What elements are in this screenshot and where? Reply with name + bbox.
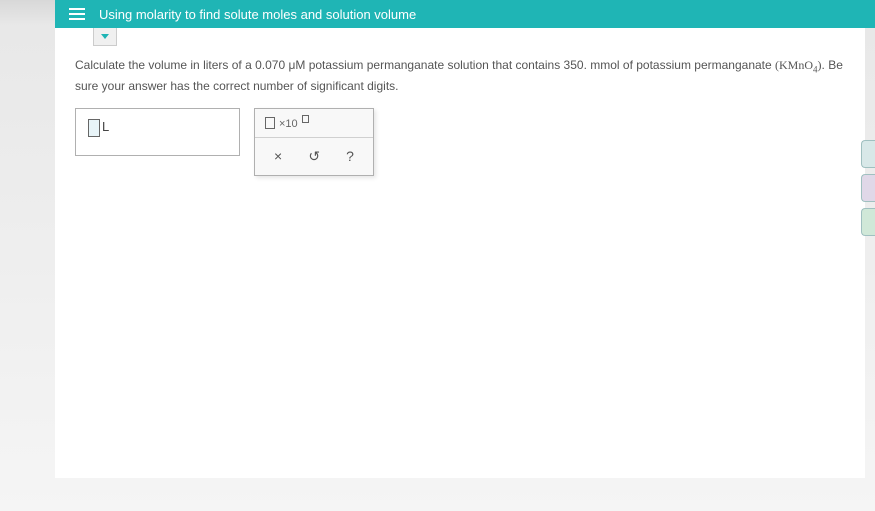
lesson-title: Using molarity to find solute moles and … bbox=[99, 7, 416, 22]
answer-section: L ×10 × ↺ ? bbox=[55, 108, 865, 176]
chemical-formula: (KMnO4) bbox=[775, 58, 822, 72]
menu-icon[interactable] bbox=[67, 6, 87, 22]
reset-button[interactable]: ↺ bbox=[302, 146, 326, 167]
lesson-header: Using molarity to find solute moles and … bbox=[55, 0, 875, 28]
dropdown-tab[interactable] bbox=[93, 28, 117, 46]
chevron-down-icon bbox=[101, 34, 109, 39]
box-icon bbox=[265, 117, 275, 129]
answer-input[interactable] bbox=[88, 119, 100, 137]
exponent-tool[interactable]: ×10 bbox=[255, 109, 373, 138]
tool-buttons: × ↺ ? bbox=[255, 138, 373, 175]
help-button[interactable]: ? bbox=[340, 146, 360, 167]
exponent-box-icon bbox=[302, 115, 309, 123]
question-amount: 350. mmol bbox=[564, 58, 620, 72]
question-substance2: of potassium permanganate bbox=[620, 58, 775, 72]
side-buttons bbox=[861, 140, 875, 236]
question-substance1: potassium permanganate solution that con… bbox=[305, 58, 563, 72]
side-button-3[interactable] bbox=[861, 208, 875, 236]
question-text: Calculate the volume in liters of a 0.07… bbox=[55, 28, 865, 108]
side-button-2[interactable] bbox=[861, 174, 875, 202]
question-prefix: Calculate the volume in liters of a bbox=[75, 58, 255, 72]
side-button-1[interactable] bbox=[861, 140, 875, 168]
content-area: Calculate the volume in liters of a 0.07… bbox=[55, 28, 865, 478]
tools-panel: ×10 × ↺ ? bbox=[254, 108, 374, 176]
answer-input-box[interactable]: L bbox=[75, 108, 240, 156]
clear-button[interactable]: × bbox=[268, 146, 288, 167]
unit-label: L bbox=[102, 119, 109, 134]
question-concentration: 0.070 μM bbox=[255, 58, 305, 72]
